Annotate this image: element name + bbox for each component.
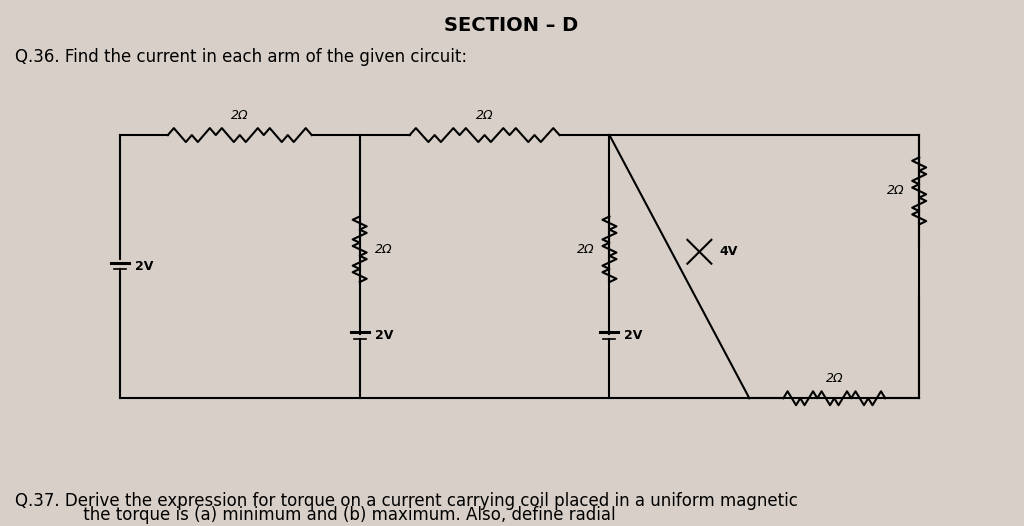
Text: 2Ω: 2Ω (375, 243, 392, 256)
Text: 2Ω: 2Ω (231, 109, 249, 122)
Text: the torque is (a) minimum and (b) maximum. Also, define radial: the torque is (a) minimum and (b) maximu… (15, 507, 615, 524)
Text: 2V: 2V (625, 329, 643, 342)
Text: 2Ω: 2Ω (887, 185, 904, 197)
Text: SECTION – D: SECTION – D (444, 16, 579, 35)
Text: 2Ω: 2Ω (577, 243, 595, 256)
Text: Q.36. Find the current in each arm of the given circuit:: Q.36. Find the current in each arm of th… (15, 48, 467, 66)
Text: 2Ω: 2Ω (825, 372, 843, 386)
Text: 2V: 2V (375, 329, 393, 342)
Text: 2Ω: 2Ω (476, 109, 494, 122)
Text: 2V: 2V (135, 260, 154, 272)
Text: Q.37. Derive the expression for torque on a current carrying coil placed in a un: Q.37. Derive the expression for torque o… (15, 491, 798, 510)
Text: 4V: 4V (720, 245, 737, 258)
